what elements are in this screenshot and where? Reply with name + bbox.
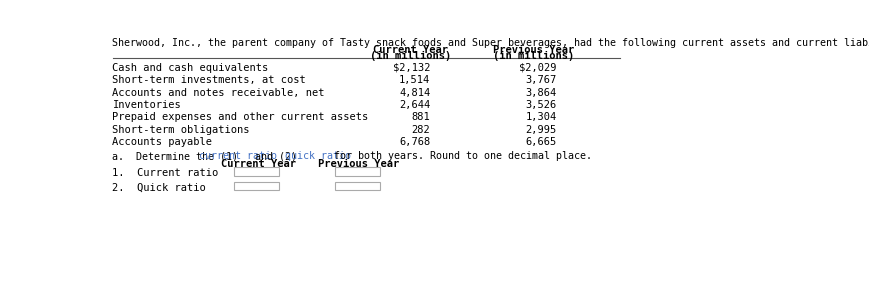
Text: and (2): and (2): [249, 152, 303, 161]
Text: Short-term obligations: Short-term obligations: [112, 124, 250, 135]
Text: Previous Year: Previous Year: [493, 45, 574, 55]
Text: 6,768: 6,768: [399, 137, 430, 147]
Text: 2,995: 2,995: [526, 124, 556, 135]
Text: Current Year: Current Year: [221, 159, 295, 169]
Text: 3,767: 3,767: [526, 75, 556, 85]
Text: Accounts payable: Accounts payable: [112, 137, 213, 147]
Text: 3,526: 3,526: [526, 100, 556, 110]
Text: Previous Year: Previous Year: [318, 159, 400, 169]
Text: Sherwood, Inc., the parent company of Tasty snack foods and Super beverages, had: Sherwood, Inc., the parent company of Ta…: [112, 38, 869, 48]
FancyBboxPatch shape: [335, 167, 380, 176]
Text: $2,132: $2,132: [393, 63, 430, 73]
Text: for both years. Round to one decimal place.: for both years. Round to one decimal pla…: [328, 152, 592, 161]
Text: 1,304: 1,304: [526, 112, 556, 122]
Text: 6,665: 6,665: [526, 137, 556, 147]
Text: (in millions): (in millions): [370, 51, 452, 61]
Text: 1,514: 1,514: [399, 75, 430, 85]
Text: quick ratio: quick ratio: [285, 152, 351, 161]
Text: 3,864: 3,864: [526, 88, 556, 98]
Text: Cash and cash equivalents: Cash and cash equivalents: [112, 63, 269, 73]
Text: (in millions): (in millions): [493, 51, 574, 61]
FancyBboxPatch shape: [234, 167, 279, 176]
FancyBboxPatch shape: [335, 182, 380, 190]
Text: 4,814: 4,814: [399, 88, 430, 98]
Text: 881: 881: [412, 112, 430, 122]
Text: current ratio: current ratio: [199, 152, 276, 161]
Text: Prepaid expenses and other current assets: Prepaid expenses and other current asset…: [112, 112, 368, 122]
Text: $2,029: $2,029: [519, 63, 556, 73]
Text: Accounts and notes receivable, net: Accounts and notes receivable, net: [112, 88, 325, 98]
Text: 2.  Quick ratio: 2. Quick ratio: [112, 183, 206, 193]
Text: 2,644: 2,644: [399, 100, 430, 110]
Text: 282: 282: [412, 124, 430, 135]
FancyBboxPatch shape: [234, 182, 279, 190]
Text: Current Year: Current Year: [374, 45, 448, 55]
Text: a.  Determine the (1): a. Determine the (1): [112, 152, 244, 161]
Text: Short-term investments, at cost: Short-term investments, at cost: [112, 75, 306, 85]
Text: 1.  Current ratio: 1. Current ratio: [112, 168, 219, 178]
Text: Inventories: Inventories: [112, 100, 182, 110]
